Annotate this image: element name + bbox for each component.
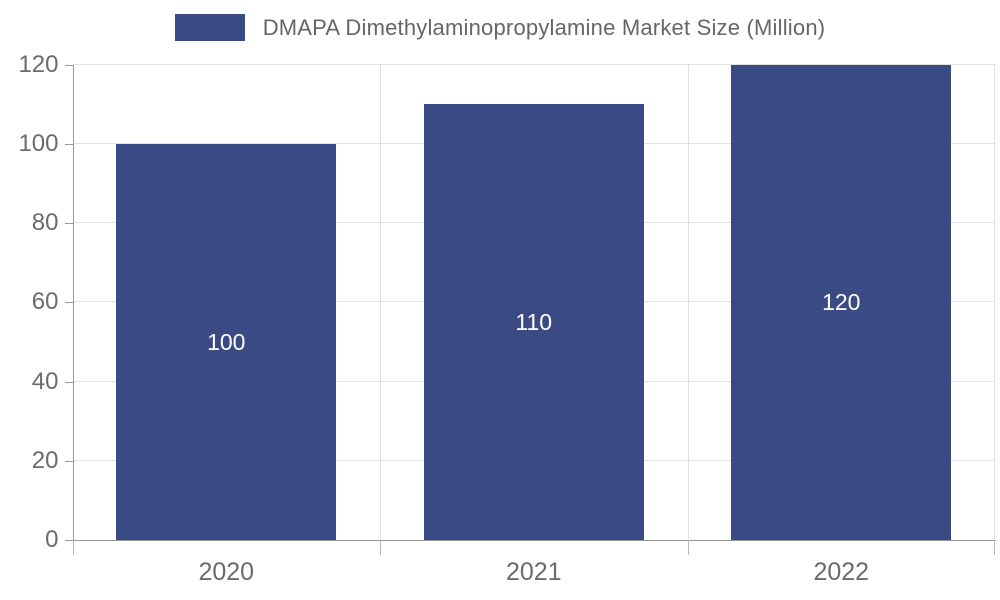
bar-2021: 110 xyxy=(423,104,644,540)
gridline-vertical xyxy=(380,64,381,540)
legend-item[interactable]: DMAPA Dimethylaminopropylamine Market Si… xyxy=(0,14,1000,41)
x-axis-line xyxy=(72,540,996,541)
y-axis-tick xyxy=(64,223,73,224)
y-axis-tick xyxy=(64,143,73,145)
x-axis-tick xyxy=(380,540,381,555)
y-axis-tick xyxy=(64,460,73,462)
legend-label: DMAPA Dimethylaminopropylamine Market Si… xyxy=(262,14,826,40)
y-axis-label: 20 xyxy=(31,446,59,474)
y-axis-tick xyxy=(64,381,73,383)
bar-value-label: 120 xyxy=(822,289,861,316)
y-axis-label: 0 xyxy=(45,526,59,553)
bar-value-label: 100 xyxy=(207,328,246,355)
legend-swatch xyxy=(174,14,245,41)
y-axis-tick xyxy=(64,540,73,541)
bar-value-label: 110 xyxy=(515,309,553,336)
y-axis-label: 80 xyxy=(31,209,59,236)
bar-2022: 120 xyxy=(731,64,952,540)
gridline-vertical xyxy=(994,64,995,540)
x-axis-label-2022: 2022 xyxy=(813,558,870,586)
y-axis-tick xyxy=(64,302,73,304)
gridline-horizontal xyxy=(72,63,995,65)
y-axis-label: 120 xyxy=(18,50,59,78)
x-axis-label-2021: 2021 xyxy=(505,558,562,586)
bar-2020: 100 xyxy=(116,143,337,540)
x-axis-label-2020: 2020 xyxy=(198,558,255,586)
y-axis-line xyxy=(72,64,74,540)
x-axis-tick xyxy=(72,540,74,555)
y-axis-label: 100 xyxy=(18,129,59,157)
x-axis-tick xyxy=(994,540,995,555)
gridline-vertical xyxy=(687,64,689,540)
plot-area: 100 110 120 xyxy=(72,63,995,540)
y-axis-label: 60 xyxy=(31,288,59,316)
y-axis-label: 40 xyxy=(31,367,59,395)
y-axis-tick xyxy=(64,64,73,66)
x-axis-tick xyxy=(687,540,689,555)
